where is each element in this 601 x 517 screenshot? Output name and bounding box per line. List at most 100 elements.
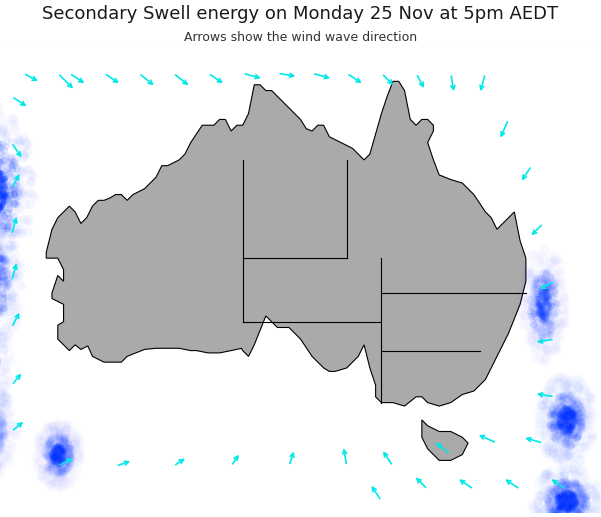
Point [560,493,569,501]
Point [585,516,594,517]
Point [573,513,582,517]
Point [61,442,71,450]
Point [1,363,10,372]
Point [560,408,570,417]
Point [544,300,554,308]
Point [543,283,553,292]
Point [575,456,585,464]
Point [52,443,62,451]
Point [587,486,596,494]
Point [558,413,567,421]
Point [48,455,58,463]
Point [549,418,559,427]
Point [564,488,574,496]
Point [57,465,67,474]
Point [555,503,565,511]
Point [564,507,573,515]
Point [569,481,578,489]
Point [535,293,545,301]
Point [54,447,64,455]
Point [8,291,17,299]
Point [541,313,551,322]
Point [555,503,564,511]
Point [570,408,579,417]
Point [0,469,2,478]
Point [0,290,7,298]
Point [543,291,552,299]
Point [537,410,546,419]
Point [564,429,573,437]
Point [546,489,555,497]
Point [53,472,63,480]
Point [49,481,58,489]
Point [50,455,60,464]
Point [0,358,8,366]
Point [560,476,569,484]
Point [569,410,578,419]
Point [0,247,4,255]
Point [54,445,64,453]
Point [47,442,56,450]
Point [13,186,23,194]
Point [573,387,583,395]
Point [561,500,570,508]
Point [0,274,4,282]
Point [0,338,2,346]
Point [546,326,555,334]
Point [61,476,70,484]
Point [554,427,563,435]
Point [549,411,558,419]
Point [56,436,66,445]
Point [548,284,557,292]
Point [532,300,542,308]
Point [528,301,537,310]
Point [552,378,562,386]
Point [527,274,537,282]
Point [48,422,58,431]
Point [0,405,6,413]
Point [561,438,570,446]
Point [573,425,582,434]
Point [4,181,13,190]
Point [52,450,62,458]
Point [575,515,585,517]
Point [49,446,58,454]
Point [65,444,75,452]
Point [557,454,567,463]
Point [58,449,67,458]
Point [0,138,2,146]
Point [561,374,570,382]
Point [0,462,2,470]
Point [53,447,63,455]
Point [569,439,578,447]
Point [0,186,4,194]
Point [552,511,562,517]
Point [559,427,569,435]
Point [535,298,545,306]
Point [563,447,573,455]
Point [554,427,564,435]
Point [528,338,537,346]
Point [46,478,55,486]
Point [564,506,574,514]
Point [543,468,552,477]
Point [546,275,555,283]
Point [49,429,58,437]
Point [0,181,3,189]
Point [552,410,561,418]
Point [560,410,569,419]
Point [43,423,53,431]
Point [553,420,563,428]
Point [546,301,555,310]
Point [537,285,547,294]
Point [537,307,546,315]
Point [31,461,41,469]
Point [528,343,537,351]
Point [38,455,48,463]
Point [566,408,576,416]
Point [540,296,549,304]
Point [535,275,545,283]
Point [74,452,84,460]
Point [0,154,4,162]
Point [72,451,82,459]
